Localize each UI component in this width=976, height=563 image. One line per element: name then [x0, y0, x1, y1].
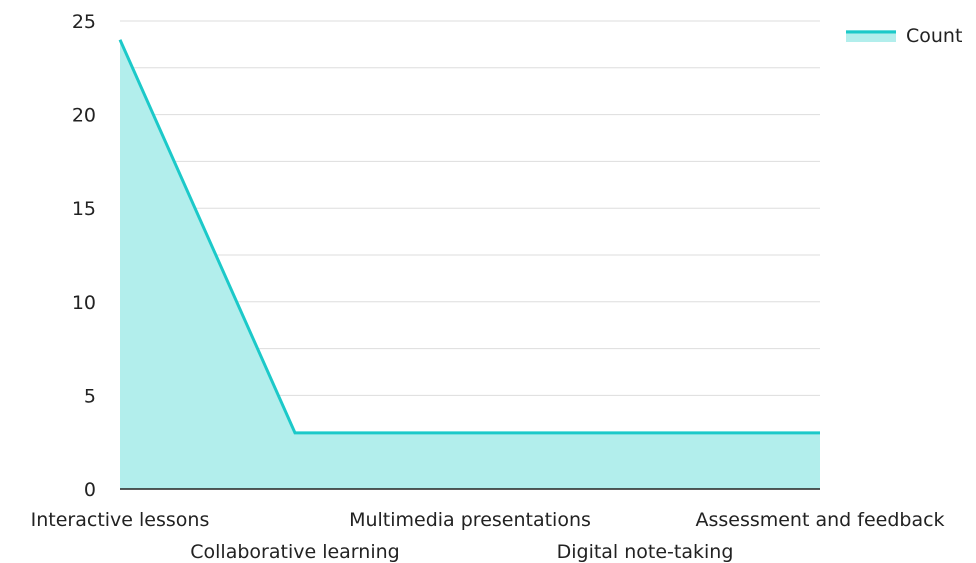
y-tick-label: 20: [72, 105, 96, 127]
x-tick-label: Interactive lessons: [31, 509, 210, 531]
x-axis-ticks: Interactive lessons Collaborative learnin…: [31, 488, 945, 563]
x-tick-label: Digital note-taking: [557, 541, 734, 563]
y-axis-ticks: 0 5 10 15 20 25: [72, 11, 96, 501]
y-tick-label: 25: [72, 11, 96, 33]
y-tick-label: 0: [84, 479, 96, 501]
y-tick-label: 10: [72, 292, 96, 314]
series-area: [120, 39, 820, 489]
area-layer: [118, 39, 821, 489]
y-tick-label: 15: [72, 198, 96, 220]
y-tick-label: 5: [84, 385, 96, 407]
legend-label: Count: [906, 25, 962, 47]
x-tick-label: Collaborative learning: [190, 541, 399, 563]
legend: Count: [846, 25, 962, 47]
x-tick-label: Assessment and feedback: [695, 509, 944, 531]
x-tick-label: Multimedia presentations: [349, 509, 591, 531]
